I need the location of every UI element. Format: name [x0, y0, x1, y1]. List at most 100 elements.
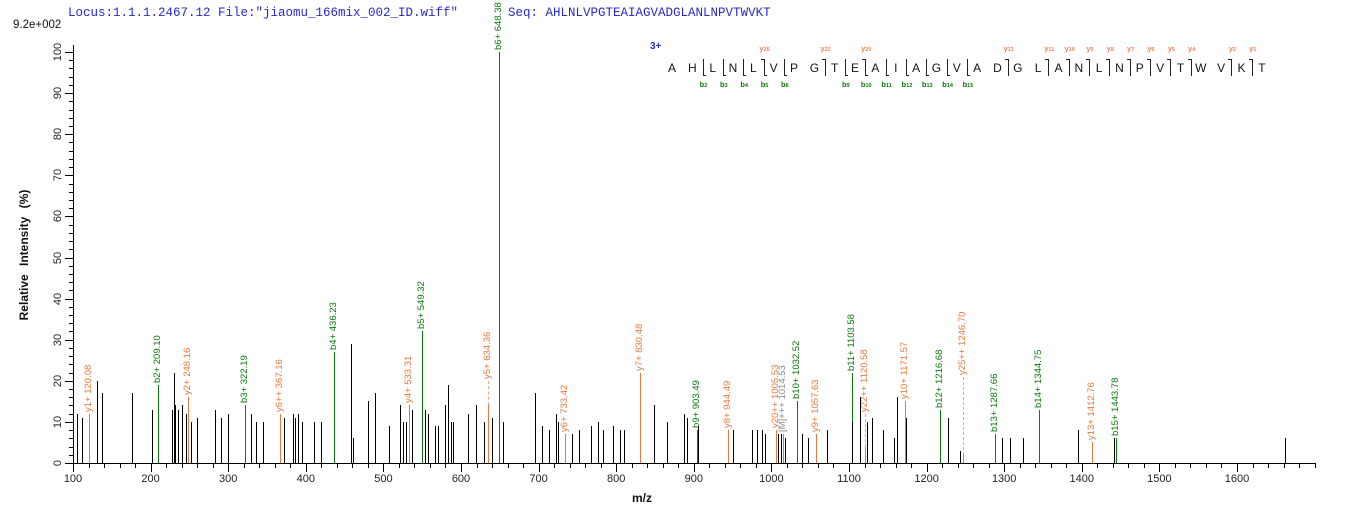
cleavage-marker — [743, 59, 745, 76]
x-major-tick — [461, 464, 462, 472]
x-minor-tick — [1268, 464, 1270, 468]
peak — [425, 409, 426, 463]
y-minor-tick — [69, 438, 73, 440]
cleavage-arm-y — [1228, 59, 1232, 60]
peak — [872, 417, 873, 463]
peak — [808, 438, 809, 463]
peak — [256, 421, 257, 463]
y-minor-tick — [69, 282, 73, 284]
peak-label: b9+ 903.49 — [691, 380, 702, 429]
b-ion-label: b2 — [699, 80, 708, 89]
y-minor-tick — [69, 323, 73, 325]
seq-label: Seq: — [508, 6, 539, 20]
y-minor-tick — [69, 117, 73, 119]
annotated-peak — [334, 352, 335, 463]
cleavage-arm-y — [862, 59, 866, 60]
x-tick-label: 200 — [141, 473, 160, 485]
annotated-peak — [188, 397, 189, 463]
residue-letter: A — [1054, 61, 1063, 75]
x-minor-tick — [212, 464, 214, 468]
x-minor-tick — [523, 464, 525, 468]
max-intensity-label: 9.2e+002 — [13, 19, 62, 31]
peak-label: y5+ 634.36 — [482, 331, 493, 379]
annotated-peak — [816, 434, 817, 463]
peak — [778, 434, 779, 463]
peak-label: b2+ 209.10 — [152, 335, 163, 383]
peak — [785, 438, 786, 463]
y-minor-tick — [69, 167, 73, 169]
cleavage-arm-b — [844, 75, 848, 76]
b-ion-label: b9 — [842, 80, 850, 89]
y-major-tick — [65, 298, 73, 300]
residue-letter: V — [1156, 61, 1165, 75]
y-ion-label: y4 — [1188, 44, 1196, 53]
y-tick-label: 80 — [52, 128, 64, 141]
cleavage-marker — [966, 59, 968, 76]
peak-label-pointer — [488, 380, 489, 406]
x-minor-tick — [569, 464, 571, 468]
y-minor-tick — [69, 364, 73, 366]
cleavage-marker — [1170, 59, 1172, 76]
annotated-peak — [697, 430, 698, 463]
cleavage-marker — [1048, 59, 1050, 76]
peak — [654, 405, 655, 463]
peak — [556, 413, 557, 463]
peak — [435, 426, 436, 463]
y-minor-tick — [69, 125, 73, 127]
peak-label: y6+ 733.42 — [559, 384, 570, 433]
annotated-peak — [422, 331, 423, 463]
cleavage-marker — [1088, 59, 1090, 76]
b-ion-label: b14 — [942, 80, 953, 89]
peak — [368, 401, 369, 463]
y-ion-label: y20 — [861, 44, 872, 53]
peak — [572, 434, 573, 463]
residue-letter: N — [1115, 61, 1124, 75]
y-major-tick — [65, 463, 73, 464]
annotated-peak — [488, 405, 489, 463]
y-minor-tick — [69, 208, 73, 210]
peak — [468, 413, 469, 463]
peak — [883, 430, 884, 463]
y-minor-tick — [69, 290, 73, 292]
cleavage-marker — [865, 59, 867, 76]
x-tick-label: 400 — [296, 473, 315, 485]
peak — [492, 417, 493, 463]
residue-letter: L — [709, 61, 717, 75]
peak-label: b4+ 436.23 — [328, 302, 339, 351]
peak-label: y13+ 1412.76 — [1086, 382, 1097, 441]
cleavage-marker — [1007, 59, 1009, 76]
peak — [960, 450, 961, 463]
x-tick-label: 100 — [63, 473, 83, 485]
x-minor-tick — [243, 464, 245, 468]
seq-value: AHLNLVPGTEAIAGVADGLANLNPVTWVKT — [545, 6, 771, 20]
peak — [228, 413, 229, 463]
peak — [152, 409, 153, 463]
peak — [852, 421, 853, 463]
peak — [448, 384, 449, 463]
x-minor-tick — [1143, 464, 1145, 468]
x-minor-tick — [662, 464, 664, 468]
cleavage-arm-y — [1004, 59, 1008, 60]
peak — [221, 417, 222, 463]
y-minor-tick — [69, 315, 73, 317]
x-tick-label: 700 — [529, 473, 548, 485]
y-minor-tick — [69, 199, 73, 201]
cleavage-marker — [1251, 59, 1253, 76]
annotated-peak — [852, 372, 853, 463]
annotated-peak — [995, 434, 996, 463]
cleavage-marker — [905, 59, 907, 76]
y-axis-title: Relative Intensity (%) — [17, 189, 31, 321]
cleavage-marker — [1149, 59, 1151, 76]
peak-label: y4+ 533.31 — [403, 356, 414, 404]
y-minor-tick — [69, 430, 73, 432]
annotated-peak — [963, 454, 964, 463]
residue-letter: T — [1176, 61, 1185, 75]
peak-label-pointer — [963, 376, 964, 455]
peak-label: y8+ 944.49 — [722, 380, 733, 429]
x-minor-tick — [833, 464, 835, 468]
cleavage-marker — [763, 59, 765, 76]
peak — [77, 413, 78, 463]
x-major-tick — [383, 464, 385, 472]
x-minor-tick — [321, 464, 323, 468]
cleavage-marker — [1190, 59, 1192, 76]
